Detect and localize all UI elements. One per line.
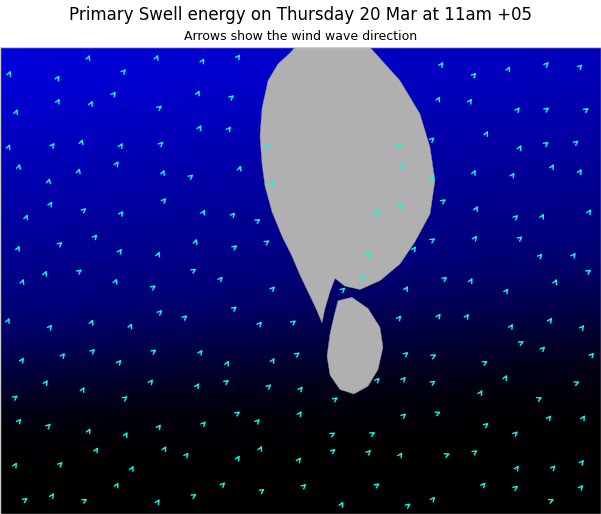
Polygon shape	[327, 297, 383, 394]
Text: Arrows show the wind wave direction: Arrows show the wind wave direction	[184, 30, 417, 43]
Polygon shape	[260, 47, 435, 323]
Text: Primary Swell energy on Thursday 20 Mar at 11am +05: Primary Swell energy on Thursday 20 Mar …	[69, 6, 532, 24]
